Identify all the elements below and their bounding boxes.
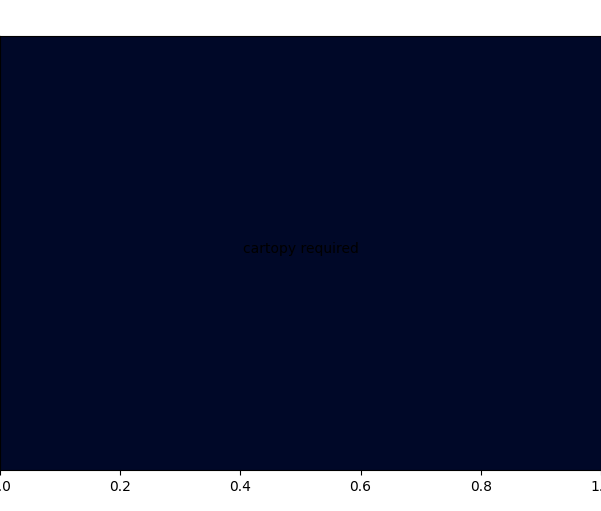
Text: cartopy required: cartopy required — [243, 242, 358, 256]
